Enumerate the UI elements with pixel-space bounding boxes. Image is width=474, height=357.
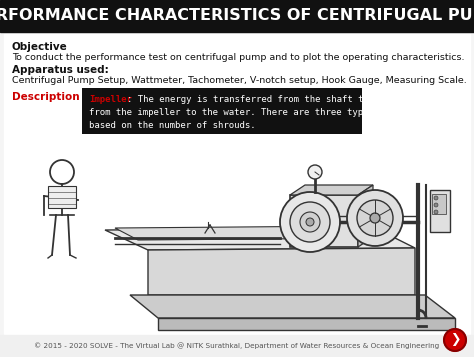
Polygon shape [130, 295, 455, 318]
Circle shape [357, 200, 393, 236]
Text: based on the number of shrouds.: based on the number of shrouds. [89, 121, 255, 130]
Circle shape [280, 192, 340, 252]
Polygon shape [158, 318, 455, 330]
Text: © 2015 - 2020 SOLVE - The Virtual Lab @ NITK Surathkal, Department of Water Reso: © 2015 - 2020 SOLVE - The Virtual Lab @ … [35, 343, 439, 350]
Bar [0, 335, 474, 357]
Circle shape [444, 329, 466, 351]
Text: Impeller: Impeller [89, 95, 132, 104]
Text: from the impeller to the water. There are three types of impellers,: from the impeller to the water. There ar… [89, 108, 449, 117]
Circle shape [290, 202, 330, 242]
Polygon shape [105, 228, 415, 250]
Text: : The energy is transferred from the shaft to the impeller and: : The energy is transferred from the sha… [127, 95, 460, 104]
Circle shape [434, 196, 438, 200]
Bar [0, 0, 474, 32]
Bar [48, 186, 76, 208]
Polygon shape [148, 248, 415, 295]
Text: PERFORMANCE CHARACTERISTICS OF CENTRIFUGAL PUMP: PERFORMANCE CHARACTERISTICS OF CENTRIFUG… [0, 9, 474, 24]
Polygon shape [358, 185, 373, 247]
Text: To conduct the performance test on centrifugal pump and to plot the operating ch: To conduct the performance test on centr… [12, 53, 465, 62]
Text: Centrifugal Pump Setup, Wattmeter, Tachometer, V-notch setup, Hook Gauge, Measur: Centrifugal Pump Setup, Wattmeter, Tacho… [12, 76, 467, 85]
Circle shape [434, 210, 438, 214]
Circle shape [434, 203, 438, 207]
Text: Apparatus used:: Apparatus used: [12, 65, 109, 75]
Circle shape [300, 212, 320, 232]
Bar [432, 194, 446, 214]
Text: Objective: Objective [12, 42, 68, 52]
Bar [4, 34, 470, 334]
Bar [430, 190, 450, 232]
Circle shape [306, 218, 314, 226]
Bar [82, 88, 362, 134]
Polygon shape [290, 185, 373, 195]
Circle shape [370, 213, 380, 223]
Text: ❯: ❯ [450, 333, 460, 347]
Text: Description: Description [12, 92, 80, 102]
Circle shape [308, 165, 322, 179]
Bar [290, 195, 358, 247]
Circle shape [347, 190, 403, 246]
Polygon shape [115, 226, 385, 240]
